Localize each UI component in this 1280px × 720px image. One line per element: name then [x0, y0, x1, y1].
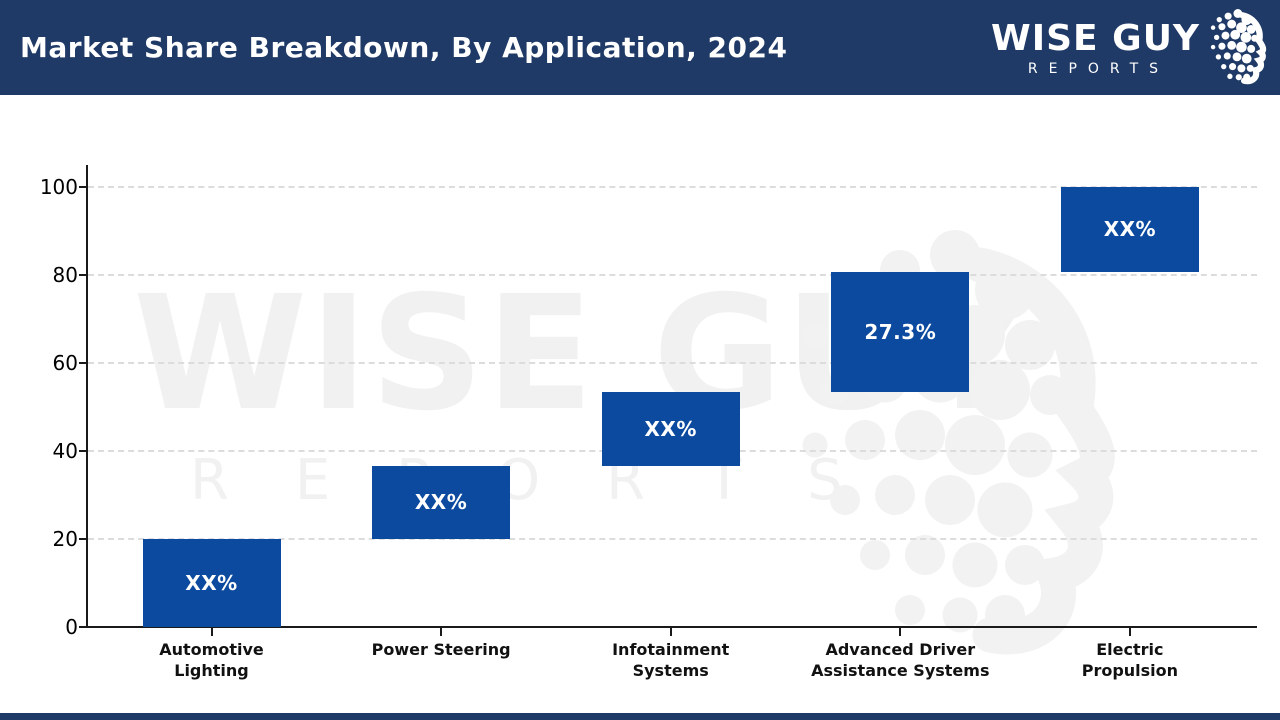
bar-electric-propulsion: XX% — [1060, 187, 1199, 272]
category-label-line: Assistance Systems — [811, 661, 990, 680]
bar-value-label-infotainment-systems: XX% — [644, 416, 697, 441]
y-tick-mark-100 — [79, 186, 87, 188]
x-tick-mark-advanced-driver-assistance-systems — [899, 628, 902, 636]
category-label-line: Electric — [1096, 640, 1164, 659]
x-tick-mark-infotainment-systems — [669, 628, 672, 636]
gridline-20 — [88, 538, 1257, 540]
gridline-80 — [88, 274, 1257, 276]
logo-brand-subtitle: REPORTS — [1027, 61, 1170, 77]
gridline-60 — [88, 362, 1257, 364]
bar-automotive-lighting: XX% — [142, 539, 281, 627]
y-tick-label-20: 20 — [52, 527, 78, 551]
wiseguy-logo-text: WISE GUY REPORTS — [990, 18, 1200, 78]
y-tick-label-0: 0 — [65, 615, 78, 639]
y-tick-label-40: 40 — [52, 439, 78, 463]
category-label-electric-propulsion: Electric Propulsion — [1014, 639, 1246, 681]
category-label-line: Automotive — [159, 640, 264, 659]
page-title: Market Share Breakdown, By Application, … — [20, 31, 788, 64]
bar-infotainment-systems: XX% — [601, 392, 740, 466]
category-label-power-steering: Power Steering — [325, 639, 557, 660]
bar-value-label-electric-propulsion: XX% — [1103, 217, 1157, 242]
wiseguy-face-icon — [1206, 8, 1268, 88]
category-label-line: Lighting — [174, 661, 249, 680]
x-tick-mark-electric-propulsion — [1128, 628, 1131, 636]
category-label-advanced-driver-assistance-systems: Advanced Driver Assistance Systems — [784, 639, 1016, 681]
y-tick-mark-20 — [79, 538, 87, 540]
bar-value-label-automotive-lighting: XX% — [185, 571, 238, 595]
x-axis-line — [86, 626, 1257, 628]
bar-value-label-advanced-driver-assistance-systems: 27.3% — [864, 319, 937, 344]
bar-power-steering: XX% — [372, 465, 511, 539]
category-label-line: Advanced Driver — [825, 640, 976, 659]
category-label-line: Power Steering — [371, 640, 511, 659]
bar-advanced-driver-assistance-systems: 27.3% — [831, 271, 970, 393]
y-tick-mark-80 — [79, 274, 87, 276]
wiseguy-logo: WISE GUY REPORTS — [991, 8, 1268, 88]
y-tick-label-80: 80 — [52, 263, 78, 287]
y-tick-mark-60 — [79, 362, 87, 364]
category-label-line: Infotainment — [612, 640, 730, 659]
category-label-infotainment-systems: Infotainment Systems — [555, 639, 787, 681]
y-tick-label-100: 100 — [39, 175, 78, 199]
logo-brand-name: WISE GUY — [990, 18, 1200, 59]
gridline-100 — [88, 186, 1257, 188]
x-tick-mark-automotive-lighting — [210, 628, 213, 636]
y-tick-mark-0 — [79, 626, 87, 628]
y-tick-mark-40 — [79, 450, 87, 452]
bar-value-label-power-steering: XX% — [414, 490, 468, 515]
category-label-line: Systems — [632, 661, 709, 680]
category-label-automotive-lighting: Automotive Lighting — [96, 639, 328, 681]
y-tick-label-60: 60 — [52, 351, 78, 375]
y-axis-line — [86, 165, 88, 628]
x-tick-mark-power-steering — [440, 628, 443, 636]
header-bar: Market Share Breakdown, By Application, … — [0, 0, 1280, 95]
category-label-line: Propulsion — [1081, 661, 1179, 680]
footer-bar — [0, 713, 1280, 720]
